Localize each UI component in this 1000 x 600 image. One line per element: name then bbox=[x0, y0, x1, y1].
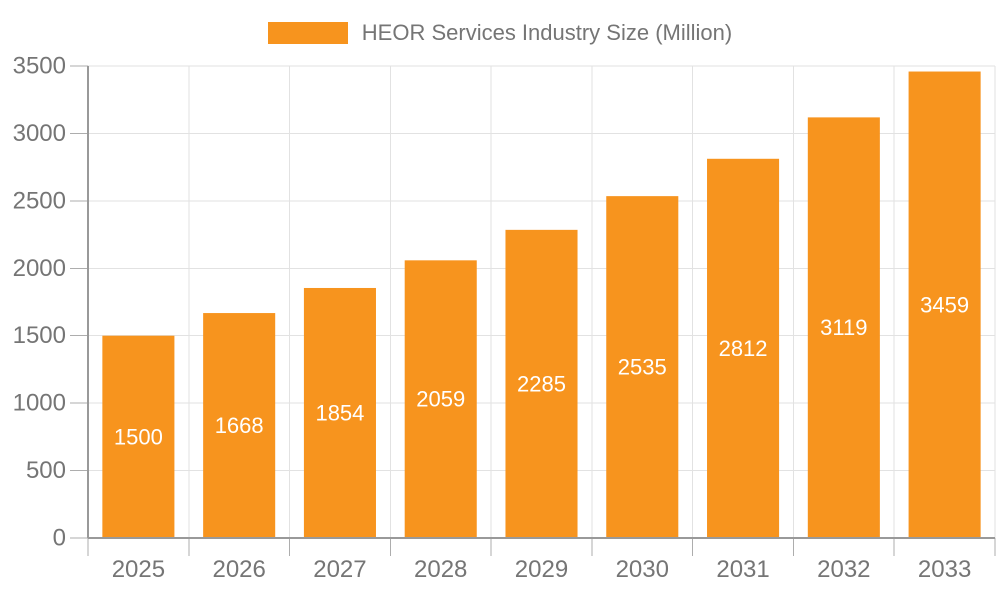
x-axis-label: 2033 bbox=[918, 556, 971, 583]
legend-label: HEOR Services Industry Size (Million) bbox=[361, 20, 733, 45]
bar-2029[interactable] bbox=[505, 229, 578, 538]
x-axis-label: 2030 bbox=[616, 556, 669, 583]
y-axis-label: 0 bbox=[53, 525, 66, 552]
x-axis-label: 2027 bbox=[313, 556, 366, 583]
x-axis-label: 2026 bbox=[212, 556, 265, 583]
x-axis-label: 2028 bbox=[414, 556, 467, 583]
legend-swatch bbox=[267, 22, 348, 44]
y-axis-label: 1000 bbox=[13, 390, 66, 417]
y-axis-label: 2000 bbox=[13, 255, 66, 282]
legend[interactable]: HEOR Services Industry Size (Million) bbox=[0, 20, 1000, 46]
bar-2031[interactable] bbox=[707, 158, 780, 538]
bar-value-label: 2285 bbox=[517, 371, 566, 396]
x-axis-label: 2032 bbox=[817, 556, 870, 583]
bar-value-label: 1854 bbox=[315, 400, 364, 425]
bar-value-label: 1668 bbox=[215, 413, 264, 438]
bar-2025[interactable] bbox=[102, 335, 175, 538]
bar-2027[interactable] bbox=[303, 287, 376, 538]
x-axis-label: 2031 bbox=[716, 556, 769, 583]
y-axis-label: 3000 bbox=[13, 120, 66, 147]
y-axis-label: 3500 bbox=[13, 53, 66, 80]
x-axis-label: 2029 bbox=[515, 556, 568, 583]
bar-value-label: 3459 bbox=[920, 292, 969, 317]
y-axis-label: 1500 bbox=[13, 322, 66, 349]
bar-2032[interactable] bbox=[807, 117, 880, 539]
bar-2026[interactable] bbox=[203, 313, 276, 538]
y-axis-label: 500 bbox=[26, 457, 66, 484]
bar-value-label: 1500 bbox=[114, 424, 163, 449]
bar-2030[interactable] bbox=[606, 196, 679, 538]
bar-value-label: 2812 bbox=[719, 336, 768, 361]
bar-value-label: 2535 bbox=[618, 355, 667, 380]
bar-value-label: 3119 bbox=[820, 315, 867, 340]
bar-value-label: 2059 bbox=[416, 387, 465, 412]
bar-2033[interactable] bbox=[908, 71, 981, 538]
x-axis-label: 2025 bbox=[112, 556, 165, 583]
bar-2028[interactable] bbox=[404, 260, 477, 538]
y-axis-label: 2500 bbox=[13, 187, 66, 214]
